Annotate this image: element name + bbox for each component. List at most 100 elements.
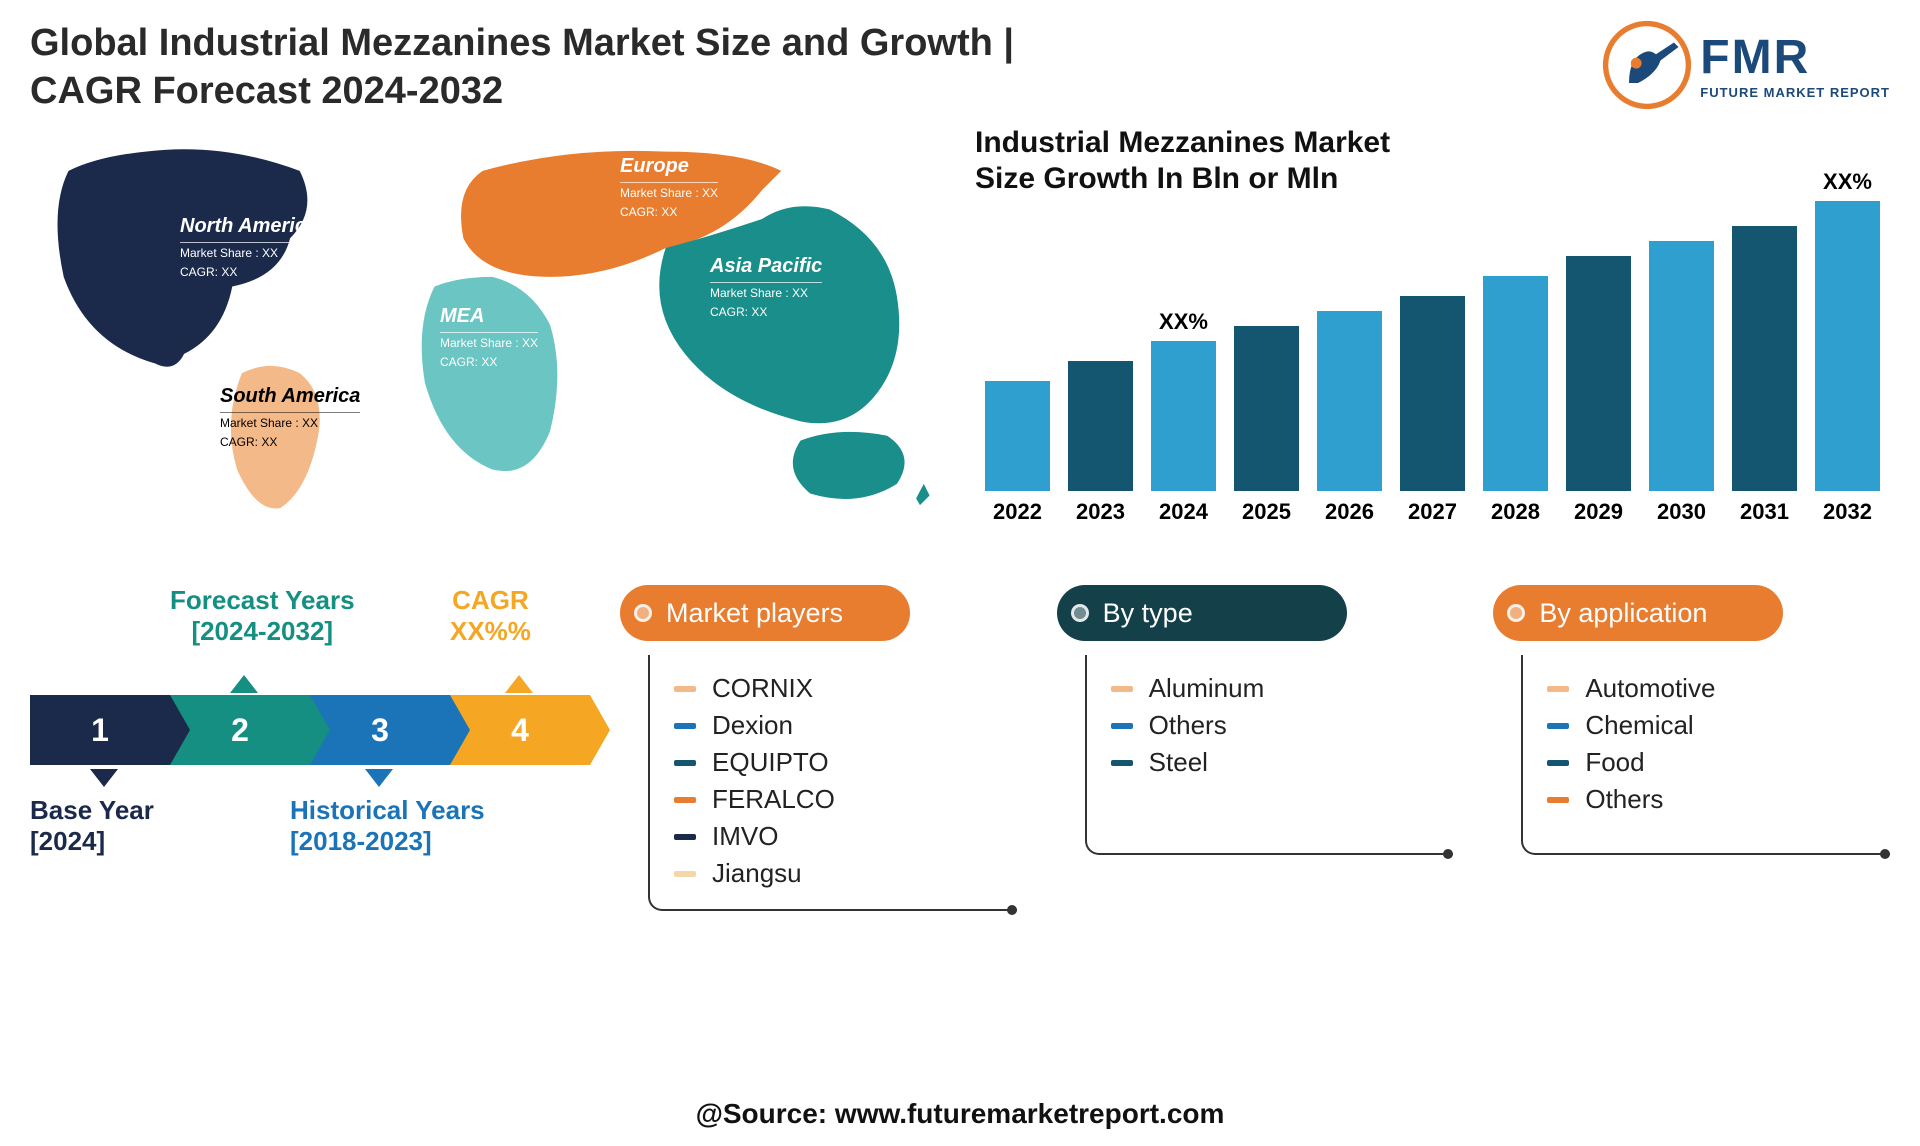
- bar-rect: [1649, 241, 1714, 491]
- triangle-down-icon: [365, 769, 393, 787]
- list-item: IMVO: [674, 821, 1017, 852]
- triangle-up-icon: [230, 675, 258, 693]
- legend-dash-icon: [674, 797, 696, 803]
- item-label: Steel: [1149, 747, 1208, 778]
- item-label: CORNIX: [712, 673, 813, 704]
- item-label: Dexion: [712, 710, 793, 741]
- item-label: Automotive: [1585, 673, 1715, 704]
- category-pill: Market players: [620, 585, 910, 641]
- region-label-south-america: South AmericaMarket Share : XXCAGR: XX: [220, 385, 360, 449]
- world-map: North AmericaMarket Share : XXCAGR: XXSo…: [30, 125, 945, 525]
- item-label: Chemical: [1585, 710, 1693, 741]
- bar-year-label: 2023: [1076, 499, 1125, 525]
- bar-year-label: 2030: [1657, 499, 1706, 525]
- bar-rect: [1815, 201, 1880, 491]
- timeline-segment-1: 1: [30, 695, 170, 765]
- bar-rect: [1732, 226, 1797, 491]
- category-pill: By application: [1493, 585, 1783, 641]
- bar-2027: 2027: [1400, 296, 1465, 525]
- item-label: Others: [1149, 710, 1227, 741]
- bar-year-label: 2028: [1491, 499, 1540, 525]
- header: Global Industrial Mezzanines Market Size…: [30, 20, 1890, 115]
- item-label: Jiangsu: [712, 858, 802, 889]
- bar-year-label: 2025: [1242, 499, 1291, 525]
- bar-2032: XX%2032: [1815, 201, 1880, 525]
- bar-year-label: 2022: [993, 499, 1042, 525]
- region-label-europe: EuropeMarket Share : XXCAGR: XX: [620, 155, 718, 219]
- bar-rect: [1400, 296, 1465, 491]
- triangle-up-icon: [505, 675, 533, 693]
- pill-label: By type: [1103, 598, 1193, 629]
- pill-dot-icon: [634, 604, 652, 622]
- list-item: Others: [1547, 784, 1890, 815]
- bar-year-label: 2031: [1740, 499, 1789, 525]
- bar-2024: XX%2024: [1151, 341, 1216, 525]
- bar-2030: 2030: [1649, 241, 1714, 525]
- bar-2022: 2022: [985, 381, 1050, 525]
- category-by-type: By type Aluminum Others Steel: [1057, 585, 1454, 911]
- bar-year-label: 2027: [1408, 499, 1457, 525]
- category-market-players: Market players CORNIX Dexion EQUIPTO FERALCO…: [620, 585, 1017, 911]
- bar-2025: 2025: [1234, 326, 1299, 525]
- legend-dash-icon: [1111, 760, 1133, 766]
- list-item: Jiangsu: [674, 858, 1017, 889]
- item-label: Aluminum: [1149, 673, 1265, 704]
- bar-2028: 2028: [1483, 276, 1548, 525]
- item-label: FERALCO: [712, 784, 835, 815]
- legend-dash-icon: [1547, 723, 1569, 729]
- item-label: Food: [1585, 747, 1644, 778]
- page-title: Global Industrial Mezzanines Market Size…: [30, 20, 1130, 115]
- category-list: Aluminum Others Steel: [1085, 655, 1454, 855]
- bar-year-label: 2029: [1574, 499, 1623, 525]
- category-list: Automotive Chemical Food Others: [1521, 655, 1890, 855]
- bar-annotation: XX%: [1159, 309, 1208, 335]
- category-by-application: By application Automotive Chemical Food Othe…: [1493, 585, 1890, 911]
- source-attribution: @Source: www.futuremarketreport.com: [0, 1098, 1920, 1130]
- list-item: CORNIX: [674, 673, 1017, 704]
- bar-rect: [1566, 256, 1631, 491]
- legend-dash-icon: [1111, 723, 1133, 729]
- pill-label: By application: [1539, 598, 1707, 629]
- category-list: CORNIX Dexion EQUIPTO FERALCO IMVO Jiangsu: [648, 655, 1017, 911]
- bar-rect: [1483, 276, 1548, 491]
- list-item: EQUIPTO: [674, 747, 1017, 778]
- item-label: Others: [1585, 784, 1663, 815]
- growth-bar-chart: Industrial Mezzanines Market Size Growth…: [975, 125, 1890, 525]
- bar-rect: [1317, 311, 1382, 491]
- bar-rect: [1234, 326, 1299, 491]
- logo-subtitle: FUTURE MARKET REPORT: [1700, 85, 1890, 100]
- bar-year-label: 2024: [1159, 499, 1208, 525]
- historical-years-label: Historical Years [2018-2023]: [290, 795, 485, 857]
- legend-dash-icon: [674, 871, 696, 877]
- timeline-segment-3: 3: [310, 695, 450, 765]
- list-item: FERALCO: [674, 784, 1017, 815]
- list-item: Chemical: [1547, 710, 1890, 741]
- list-item: Dexion: [674, 710, 1017, 741]
- region-label-asia-pacific: Asia PacificMarket Share : XXCAGR: XX: [710, 255, 822, 319]
- forecast-years-label: Forecast Years [2024-2032]: [170, 585, 355, 647]
- logo: FMR FUTURE MARKET REPORT: [1602, 20, 1890, 110]
- bar-2029: 2029: [1566, 256, 1631, 525]
- list-item: Automotive: [1547, 673, 1890, 704]
- bar-2023: 2023: [1068, 361, 1133, 525]
- timeline-segment-4: 4: [450, 695, 590, 765]
- bar-rect: [1068, 361, 1133, 491]
- legend-dash-icon: [1547, 797, 1569, 803]
- item-label: EQUIPTO: [712, 747, 829, 778]
- list-item: Food: [1547, 747, 1890, 778]
- bar-rect: [985, 381, 1050, 491]
- legend-dash-icon: [1547, 760, 1569, 766]
- region-label-mea: MEAMarket Share : XXCAGR: XX: [440, 305, 538, 369]
- legend-dash-icon: [674, 686, 696, 692]
- bar-rect: [1151, 341, 1216, 491]
- list-item: Steel: [1111, 747, 1454, 778]
- legend-dash-icon: [674, 834, 696, 840]
- cagr-label: CAGR XX%%: [450, 585, 531, 647]
- item-label: IMVO: [712, 821, 778, 852]
- pill-dot-icon: [1071, 604, 1089, 622]
- chart-title: Industrial Mezzanines Market Size Growth…: [975, 125, 1395, 197]
- legend-dash-icon: [674, 723, 696, 729]
- triangle-down-icon: [90, 769, 118, 787]
- base-year-label: Base Year [2024]: [30, 795, 154, 857]
- spyglass-icon: [1602, 20, 1692, 110]
